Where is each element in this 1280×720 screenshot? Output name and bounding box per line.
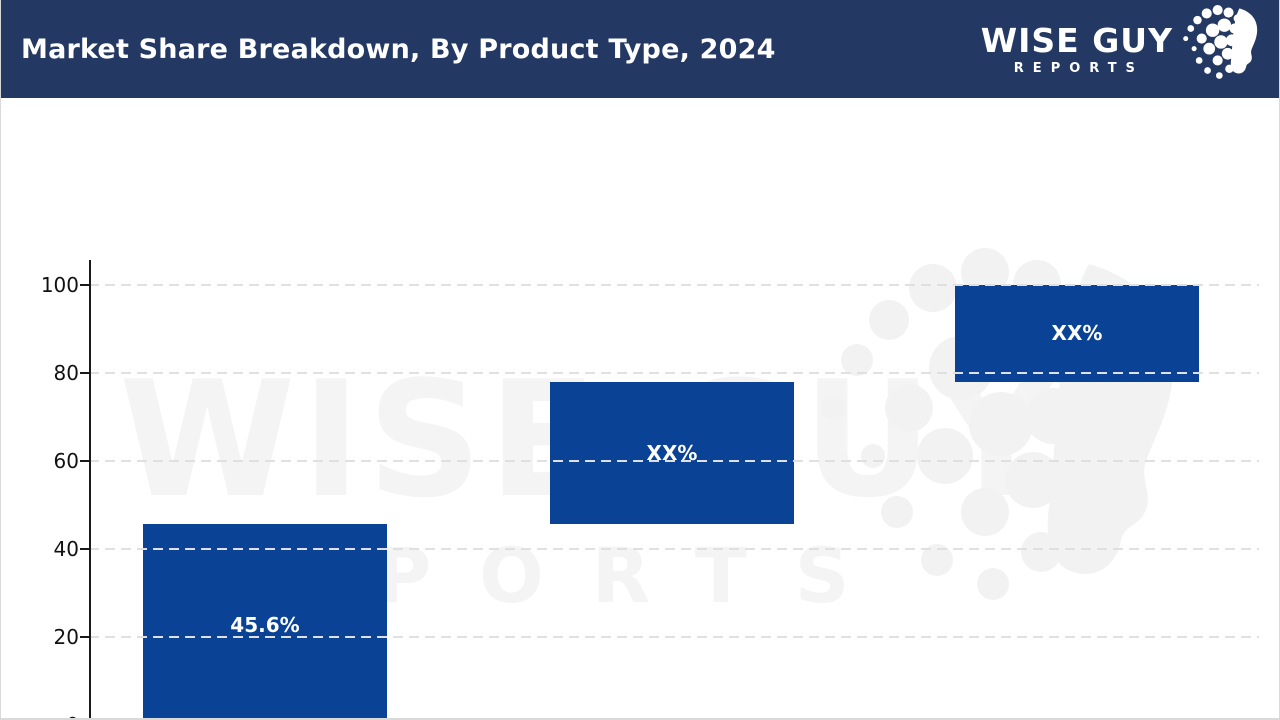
y-tick-mark-40	[80, 548, 89, 550]
y-tick-label-0: 0	[9, 713, 79, 718]
gridline-80	[89, 372, 1259, 374]
brand-logo-line1: WISE GUY	[980, 20, 1173, 60]
bar-value-label: 45.6%	[230, 612, 300, 637]
gridline-20	[89, 636, 1259, 638]
brand-logo-line2: REPORTS	[1013, 60, 1144, 76]
brand-logo: WISE GUY REPORTS	[981, 5, 1267, 93]
chart: WISE GUY REPORTS 45.6%XX%XX%02040	[1, 98, 1279, 718]
y-tick-mark-20	[80, 636, 89, 638]
bar-mineral-water	[550, 381, 794, 525]
bar-value-label: XX%	[646, 441, 698, 466]
header: Market Share Breakdown, By Product Type,…	[1, 0, 1279, 98]
brand-logo-text: WISE GUY REPORTS	[981, 24, 1173, 75]
gridline-100	[89, 284, 1259, 286]
y-tick-label-100: 100	[40, 273, 79, 297]
y-tick-mark-100	[80, 284, 89, 286]
y-tick-label-20: 20	[53, 625, 79, 649]
logo-face-icon	[1175, 5, 1267, 93]
y-tick-label-60: 60	[53, 449, 79, 473]
bar-value-label: XX%	[1051, 321, 1103, 346]
y-tick-label-80: 80	[53, 361, 79, 385]
y-tick-label-40: 40	[53, 537, 79, 561]
gridline-40	[89, 548, 1259, 550]
y-axis-spine	[89, 260, 91, 718]
y-tick-mark-80	[80, 372, 89, 374]
gridline-60	[89, 460, 1259, 462]
y-tick-mark-60	[80, 460, 89, 462]
bar-flavored-naturally-carbonated-water	[955, 285, 1199, 382]
bar-sparkling-water	[143, 524, 387, 718]
page-title: Market Share Breakdown, By Product Type,…	[21, 33, 776, 65]
